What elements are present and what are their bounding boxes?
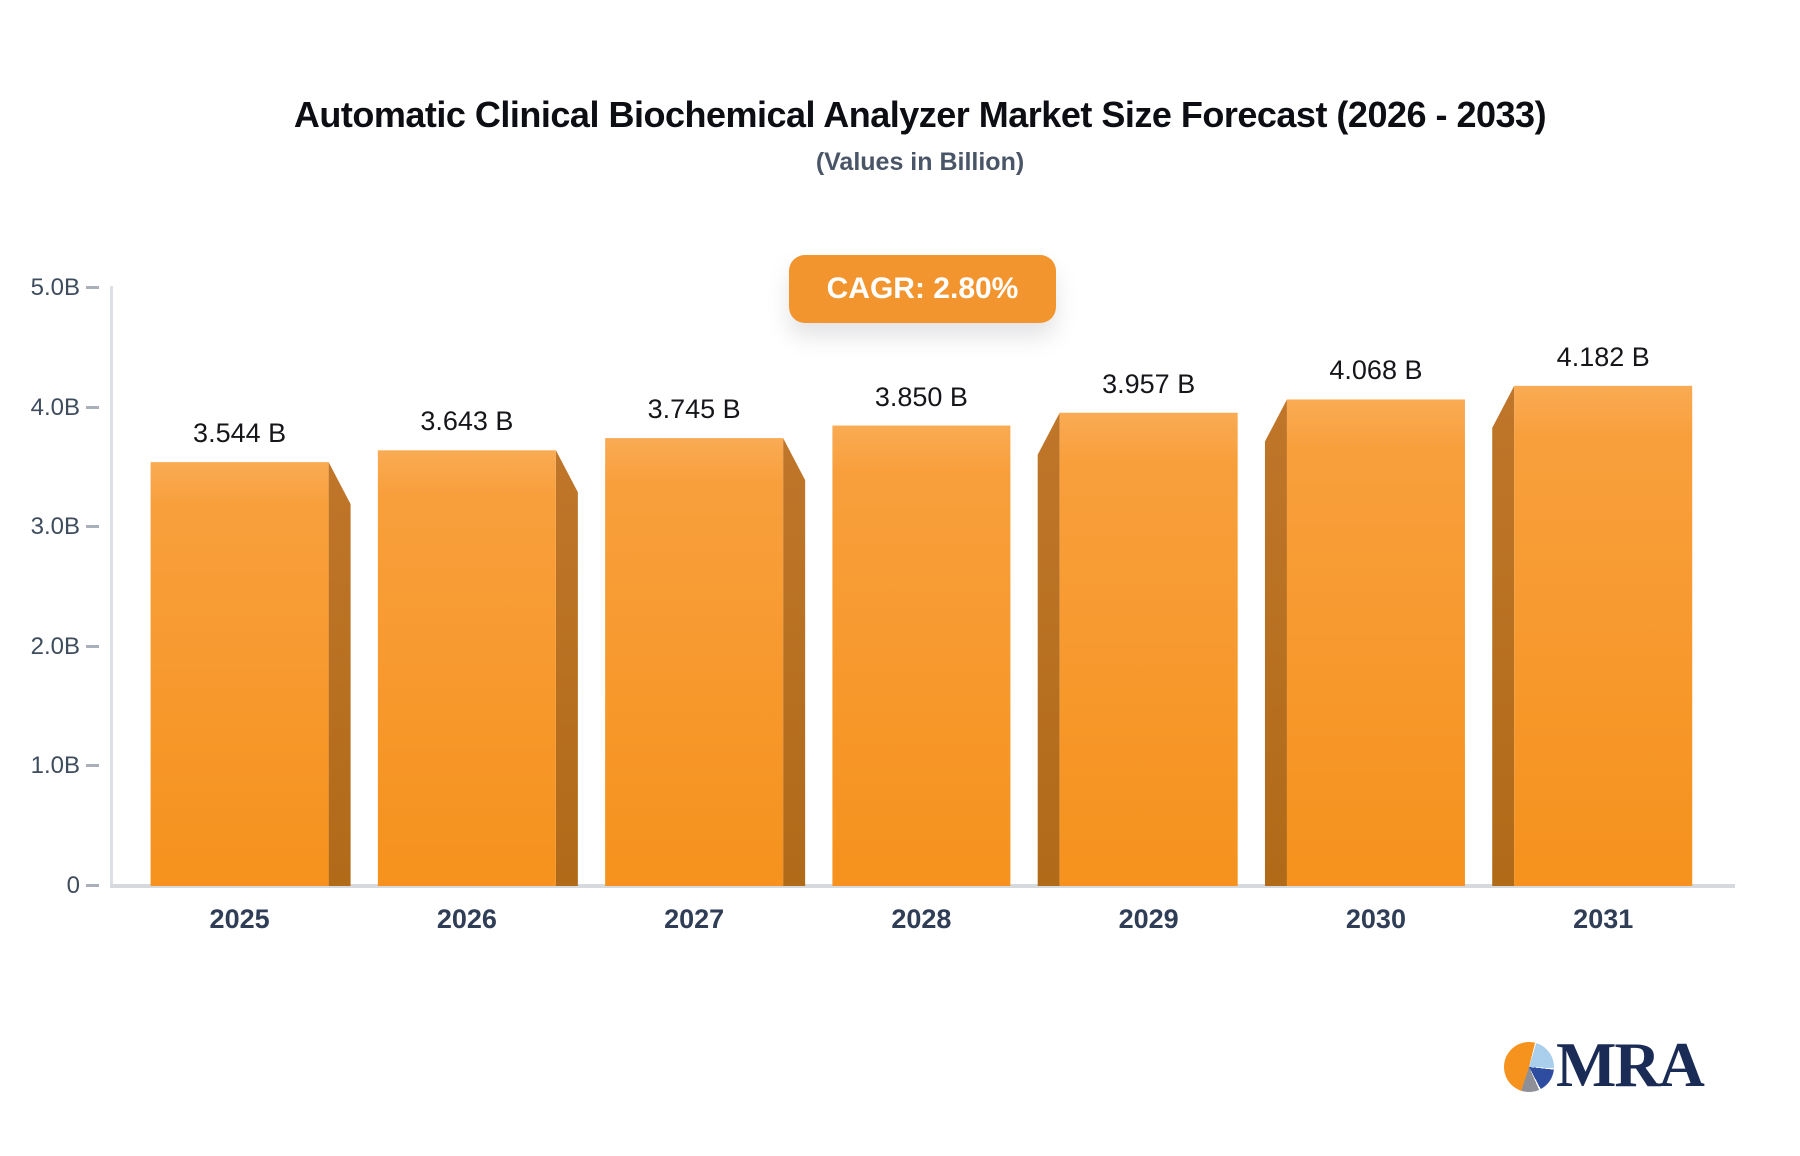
y-tick-mark [86,405,99,409]
y-tick-mark [86,764,99,768]
bar-2030 [1286,399,1465,886]
y-tick-mark [86,286,99,289]
bar-side-2026 [555,450,578,886]
y-tick-label: 4.0B [30,393,80,421]
logo-text: MRA [1556,1029,1705,1100]
x-axis-label: 2026 [436,904,497,934]
bar-2026 [377,450,556,886]
y-tick-label: 2.0B [30,632,80,660]
bar-2031 [1514,385,1693,886]
y-tick-label: 5.0B [30,274,80,301]
chart-title: Automatic Clinical Biochemical Analyzer … [293,94,1547,135]
bar-2028 [832,425,1011,886]
y-tick-label: 3.0B [30,513,80,541]
bar-2027 [605,438,784,886]
bar-side-2025 [328,462,351,886]
y-tick-mark [86,884,99,887]
bar-value-label: 3.544 B [193,418,287,449]
bar-value-label: 3.957 B [1102,368,1196,399]
bar-side-2030 [1264,399,1287,886]
x-axis-label: 2029 [1118,904,1179,934]
bar-side-2027 [783,438,806,886]
y-tick-label: 0 [66,872,80,899]
y-tick-mark [86,644,99,648]
x-axis-label: 2027 [664,904,725,934]
bar-value-label: 3.850 B [874,381,968,412]
cagr-badge: CAGR: 2.80% [789,255,1056,323]
bar-value-label: 4.068 B [1329,355,1423,386]
mra-logo: MRA [1504,1030,1724,1110]
y-tick-label: 1.0B [30,752,80,780]
chart-subtitle: (Values in Billion) [815,148,1025,176]
cagr-badge-label: CAGR: 2.80% [826,272,1019,305]
y-tick-mark [86,525,99,529]
bar-2029 [1059,412,1238,886]
bar-value-label: 3.643 B [420,406,514,437]
x-axis-label: 2030 [1345,904,1406,934]
bar-value-label: 3.745 B [647,394,741,425]
x-axis-label: 2025 [209,904,270,934]
x-axis-label: 2031 [1573,904,1634,934]
pie-chart-logo-icon [1504,1042,1554,1092]
bar-side-2029 [1037,412,1060,886]
y-axis-line [110,286,113,886]
bar-2025 [150,462,329,886]
bar-value-label: 4.182 B [1556,341,1650,372]
bar-side-2031 [1492,385,1515,886]
x-axis-label: 2028 [891,904,952,934]
